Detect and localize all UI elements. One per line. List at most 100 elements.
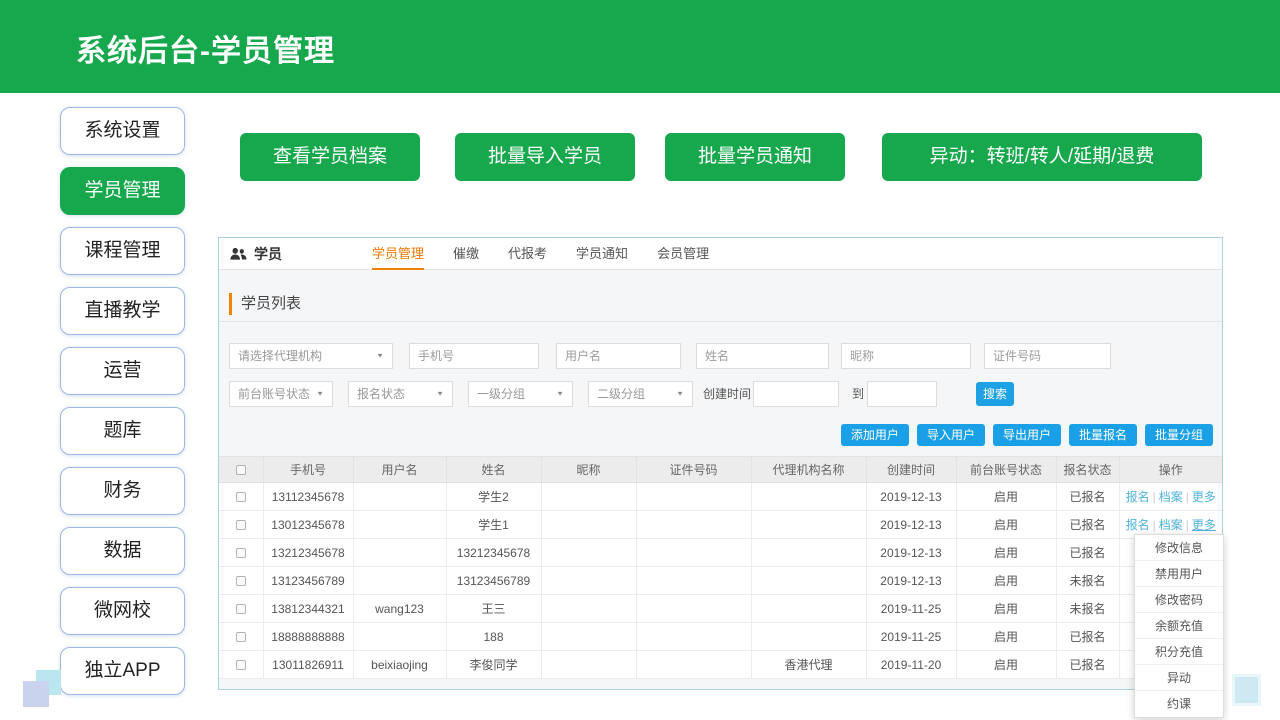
row-select-cell (219, 566, 264, 595)
cell-created: 2019-11-25 (865, 622, 957, 651)
row-action-link[interactable]: 档案 (1158, 490, 1183, 504)
cell-phone: 13212345678 (262, 538, 354, 567)
cell-reg-status: 未报名 (1055, 594, 1120, 623)
row-checkbox[interactable] (235, 491, 246, 502)
student-change-button[interactable]: 异动：转班/转人/延期/退费 (882, 133, 1202, 181)
cell-account-status: 启用 (955, 510, 1057, 539)
row-select-cell (219, 622, 264, 651)
panel-tab[interactable]: 催缴 (453, 245, 480, 261)
cell-nickname (540, 482, 637, 511)
created-from-input[interactable] (753, 381, 839, 407)
column-header: 昵称 (540, 456, 637, 483)
cell-cert-no (635, 594, 752, 623)
cell-phone: 18888888888 (262, 622, 354, 651)
sidebar-item[interactable]: 运营 (60, 347, 185, 395)
section-divider (219, 321, 1222, 322)
bulk-action-button[interactable]: 导入用户 (916, 424, 985, 446)
batch-import-students-button[interactable]: 批量导入学员 (455, 133, 635, 181)
panel-tab[interactable]: 代报考 (508, 245, 548, 261)
cell-actions: 报名 | 档案 | 更多 (1118, 482, 1222, 511)
row-action-link[interactable]: 报名 (1125, 518, 1150, 532)
sidebar-item[interactable]: 课程管理 (60, 227, 185, 275)
group2-select[interactable]: 二级分组 ▼ (588, 381, 693, 407)
cell-agency (750, 622, 867, 651)
panel-tabs: 学员管理 催缴 代报考 学员通知 会员管理 (372, 238, 709, 270)
bulk-action-button[interactable]: 添加用户 (840, 424, 909, 446)
sidebar-item[interactable]: 直播教学 (60, 287, 185, 335)
row-checkbox[interactable] (235, 519, 246, 530)
reg-status-select[interactable]: 报名状态 ▼ (348, 381, 453, 407)
cell-nickname (540, 622, 637, 651)
sidebar-item[interactable]: 题库 (60, 407, 185, 455)
module-label: 学员 (230, 244, 372, 264)
column-header: 报名状态 (1055, 456, 1120, 483)
bulk-action-button[interactable]: 批量报名 (1068, 424, 1137, 446)
sidebar-item[interactable]: 微网校 (60, 587, 185, 635)
row-action-link[interactable]: 档案 (1158, 518, 1183, 532)
row-action-link[interactable]: 报名 (1125, 490, 1150, 504)
chevron-down-icon: ▼ (436, 390, 444, 398)
search-button[interactable]: 搜索 (976, 382, 1014, 406)
cert-no-input[interactable] (984, 343, 1111, 369)
cell-agency (750, 594, 867, 623)
more-menu-item[interactable]: 修改信息 (1135, 535, 1223, 561)
decor-square-bottom-right (1232, 674, 1261, 706)
batch-student-notify-button[interactable]: 批量学员通知 (665, 133, 845, 181)
cell-agency (750, 538, 867, 567)
view-student-archive-button[interactable]: 查看学员档案 (240, 133, 420, 181)
more-menu-item[interactable]: 禁用用户 (1135, 561, 1223, 587)
row-checkbox[interactable] (235, 659, 246, 670)
sidebar-item[interactable]: 财务 (60, 467, 185, 515)
sidebar-item[interactable]: 学员管理 (60, 167, 185, 215)
panel-tab[interactable]: 会员管理 (657, 245, 710, 261)
bulk-action-button[interactable]: 批量分组 (1144, 424, 1213, 446)
cell-name: 李俊同学 (445, 650, 542, 679)
cell-username (352, 482, 447, 511)
column-header: 手机号 (262, 456, 354, 483)
cell-phone: 13812344321 (262, 594, 354, 623)
sidebar-item[interactable]: 独立APP (60, 647, 185, 695)
cell-actions: 报名 | 档案 | 更多 (1118, 510, 1222, 539)
panel-tab[interactable]: 学员通知 (576, 245, 629, 261)
sidebar-item[interactable]: 系统设置 (60, 107, 185, 155)
agency-select[interactable]: 请选择代理机构 ▼ (229, 343, 393, 369)
username-input[interactable] (556, 343, 681, 369)
more-menu-item[interactable]: 余额充值 (1135, 613, 1223, 639)
name-input[interactable] (696, 343, 829, 369)
bulk-action-button[interactable]: 导出用户 (992, 424, 1061, 446)
panel-tab[interactable]: 学员管理 (372, 238, 425, 270)
chevron-down-icon: ▼ (376, 352, 384, 360)
more-menu-item[interactable]: 约课 (1166, 697, 1191, 711)
phone-input[interactable] (409, 343, 539, 369)
row-checkbox[interactable] (235, 603, 246, 614)
group1-select[interactable]: 一级分组 ▼ (468, 381, 573, 407)
row-action-link[interactable]: 更多 (1191, 518, 1216, 532)
account-status-select[interactable]: 前台账号状态 ▼ (229, 381, 333, 407)
cell-phone: 13112345678 (262, 482, 354, 511)
select-all-checkbox[interactable] (235, 464, 246, 475)
more-menu-item[interactable]: 异动 (1135, 665, 1223, 691)
reg-status-value: 报名状态 (357, 387, 406, 401)
sidebar-item[interactable]: 数据 (60, 527, 185, 575)
more-menu-item[interactable]: 积分充值 (1135, 639, 1223, 665)
cell-reg-status: 已报名 (1055, 482, 1120, 511)
row-checkbox[interactable] (235, 547, 246, 558)
table-row: 13212345678 13212345678 2019-12-13 启用 已报名 (219, 538, 1222, 567)
chevron-down-icon: ▼ (316, 390, 324, 398)
sidebar: 系统设置学员管理课程管理直播教学运营题库财务数据微网校独立APP (60, 107, 185, 695)
cell-reg-status: 未报名 (1055, 566, 1120, 595)
row-checkbox[interactable] (235, 631, 246, 642)
cell-name: 学生2 (445, 482, 542, 511)
row-checkbox[interactable] (235, 575, 246, 586)
cell-created: 2019-11-20 (865, 650, 957, 679)
cell-cert-no (635, 622, 752, 651)
cell-agency: 香港代理 (750, 650, 867, 679)
cell-account-status: 启用 (955, 482, 1057, 511)
agency-select-value: 请选择代理机构 (238, 349, 323, 363)
created-to-input[interactable] (867, 381, 937, 407)
top-header-bar: 系统后台-学员管理 (0, 0, 1280, 93)
cell-phone: 13123456789 (262, 566, 354, 595)
nickname-input[interactable] (841, 343, 971, 369)
more-menu-item[interactable]: 修改密码 (1135, 587, 1223, 613)
row-action-link[interactable]: 更多 (1191, 490, 1216, 504)
